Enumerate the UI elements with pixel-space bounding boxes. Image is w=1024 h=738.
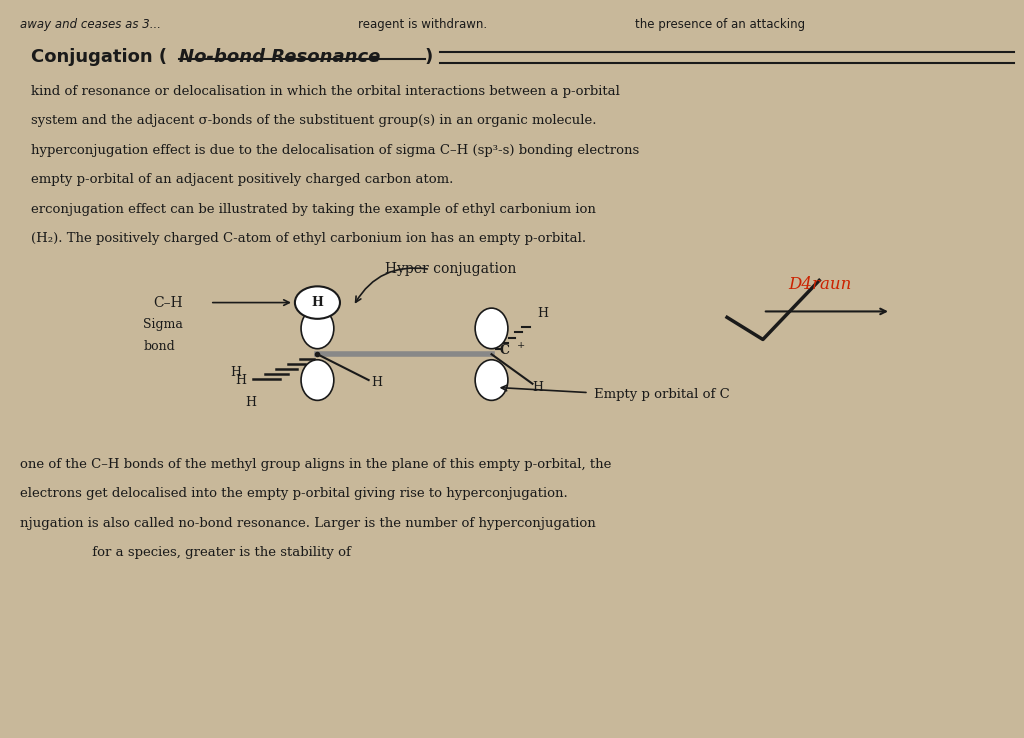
Text: C–H: C–H (154, 296, 183, 309)
Ellipse shape (475, 308, 508, 349)
Text: H: H (372, 376, 383, 389)
Text: kind of resonance or delocalisation in which the orbital interactions between a : kind of resonance or delocalisation in w… (31, 85, 620, 98)
Text: for a species, greater is the stability of: for a species, greater is the stability … (20, 546, 351, 559)
Text: ): ) (425, 48, 433, 66)
Text: one of the C–H bonds of the methyl group aligns in the plane of this empty p-orb: one of the C–H bonds of the methyl group… (20, 458, 612, 471)
Text: njugation is also called no-bond resonance. Larger is the number of hyperconjuga: njugation is also called no-bond resonan… (20, 517, 596, 530)
Text: H: H (246, 396, 256, 409)
Text: D4raun: D4raun (788, 275, 852, 293)
Text: away and ceases as 3...: away and ceases as 3... (20, 18, 162, 32)
Text: empty p-orbital of an adjacent positively charged carbon atom.: empty p-orbital of an adjacent positivel… (31, 173, 453, 187)
Text: hyperconjugation effect is due to the delocalisation of sigma C–H (sp³-s) bondin: hyperconjugation effect is due to the de… (31, 144, 639, 157)
Text: C: C (500, 344, 510, 357)
Text: reagent is withdrawn.: reagent is withdrawn. (358, 18, 487, 32)
Text: H: H (230, 366, 241, 379)
Text: No-bond Resonance: No-bond Resonance (179, 48, 381, 66)
Text: bond: bond (143, 340, 175, 354)
Text: Hyper conjugation: Hyper conjugation (385, 262, 516, 276)
Text: H: H (236, 373, 246, 387)
Text: erconjugation effect can be illustrated by taking the example of ethyl carbonium: erconjugation effect can be illustrated … (31, 203, 596, 216)
Ellipse shape (475, 360, 508, 401)
Ellipse shape (301, 308, 334, 349)
Text: (H₂). The positively charged C-atom of ethyl carbonium ion has an empty p-orbita: (H₂). The positively charged C-atom of e… (31, 232, 586, 246)
Text: electrons get delocalised into the empty p-orbital giving rise to hyperconjugati: electrons get delocalised into the empty… (20, 487, 568, 500)
Circle shape (295, 286, 340, 319)
Text: Sigma: Sigma (143, 318, 183, 331)
Text: H: H (538, 307, 548, 320)
Text: Empty p orbital of C: Empty p orbital of C (594, 388, 730, 401)
Text: H: H (532, 381, 543, 394)
Text: the presence of an attacking: the presence of an attacking (635, 18, 805, 32)
Ellipse shape (301, 360, 334, 401)
Text: H: H (311, 296, 324, 309)
Text: system and the adjacent σ-bonds of the substituent group(s) in an organic molecu: system and the adjacent σ-bonds of the s… (31, 114, 596, 128)
Text: +: + (517, 341, 525, 350)
Text: Conjugation (: Conjugation ( (31, 48, 167, 66)
